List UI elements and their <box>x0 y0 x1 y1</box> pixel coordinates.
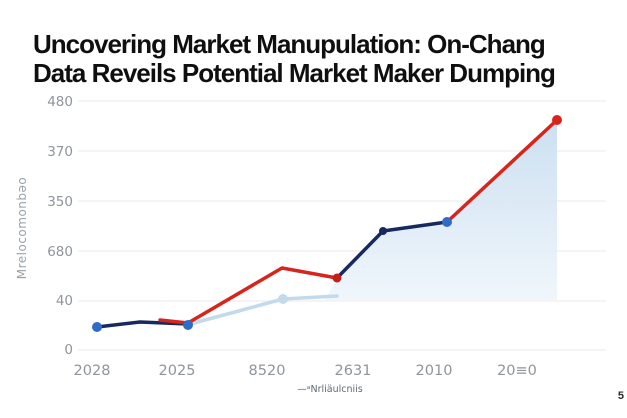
chart-legend: —ᵃNrliäulcniis <box>297 384 363 395</box>
chart-layers <box>78 100 606 351</box>
data-point <box>183 320 193 330</box>
x-tick-label: 2631 <box>335 363 372 379</box>
data-point <box>332 273 342 283</box>
data-point <box>278 294 288 304</box>
title-line-1: Uncovering Market Manupulation: On-Chang <box>33 29 546 60</box>
y-tick-label: 370 <box>47 144 73 160</box>
area-fill <box>325 120 557 300</box>
page-title: Uncovering Market Manupulation: On-Chang… <box>33 30 611 87</box>
data-point <box>92 322 102 332</box>
data-point <box>379 227 387 235</box>
y-tick-label: 680 <box>47 244 73 260</box>
x-tick-label: 2025 <box>159 363 196 379</box>
y-tick-label: 480 <box>47 94 73 110</box>
x-tick-label: 8520 <box>249 363 286 379</box>
title-line-2: Data Reveils Potential Market Maker Dump… <box>33 58 556 88</box>
y-axis-title: Mrelocomonbəo <box>15 177 29 280</box>
y-tick-label: 350 <box>47 194 73 210</box>
series-line-red-right <box>445 118 559 224</box>
y-tick-label: 40 <box>56 293 73 309</box>
series-line-light-blue <box>188 294 339 326</box>
y-tick-label: 0 <box>64 342 73 358</box>
data-point <box>552 115 562 125</box>
x-tick-label: 2010 <box>416 363 453 379</box>
page-number: 5 <box>617 390 624 402</box>
series-line-red-main <box>158 266 339 325</box>
series-line-navy-left <box>95 320 190 329</box>
data-point <box>442 217 452 227</box>
x-tick-label: 2028 <box>74 363 111 379</box>
y-axis: 480 370 350 680 40 0 Mrelocomonbəo <box>15 94 73 358</box>
x-tick-label: 20≡0 <box>497 363 537 379</box>
x-axis: 2028 2025 8520 2631 2010 20≡0 <box>74 363 537 379</box>
